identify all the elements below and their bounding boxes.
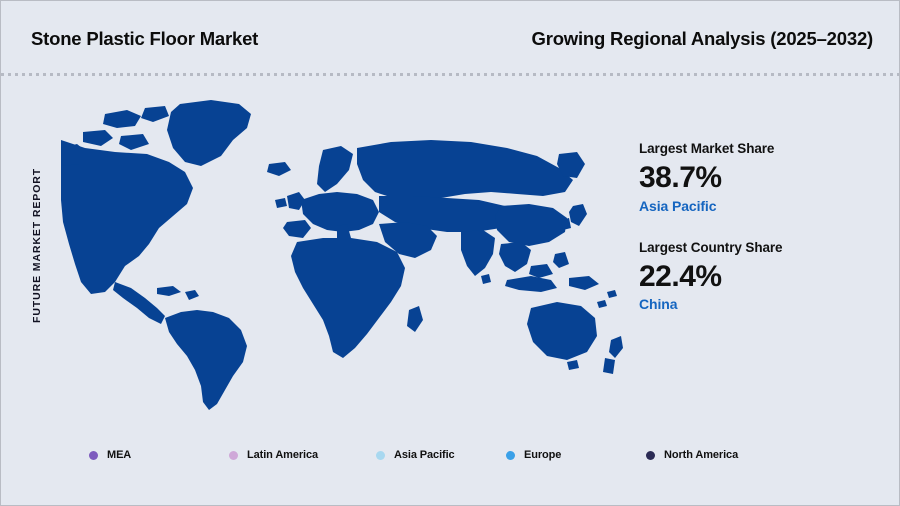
region-india <box>461 230 495 276</box>
stat-largest-market-share: Largest Market Share 38.7% Asia Pacific <box>639 141 879 214</box>
stat-value: 38.7% <box>639 161 722 194</box>
region-alaska <box>61 144 87 166</box>
legend: MEA Latin America Asia Pacific Europe No… <box>89 449 789 469</box>
legend-label: Asia Pacific <box>394 449 455 461</box>
region-europe <box>301 192 379 232</box>
region-sri-lanka <box>481 274 491 284</box>
region-madagascar <box>407 306 423 332</box>
region-philippines <box>553 252 569 268</box>
header-subtitle: Growing Regional Analysis (2025–2032) <box>531 28 874 49</box>
stat-label: Largest Market Share <box>639 141 775 156</box>
legend-item-latin-america: Latin America <box>229 449 318 461</box>
region-africa <box>291 238 405 358</box>
region-pacific-islands <box>607 290 617 298</box>
region-caribbean <box>157 286 181 296</box>
region-pacific-islands-2 <box>597 300 607 308</box>
region-arctic-islands <box>103 110 141 128</box>
region-southeast-asia <box>499 242 531 272</box>
legend-item-asia-pacific: Asia Pacific <box>376 449 455 461</box>
region-south-america <box>165 310 247 410</box>
region-new-zealand-2 <box>603 358 615 374</box>
legend-label: Europe <box>524 449 562 461</box>
stat-label: Largest Country Share <box>639 239 783 255</box>
region-east-asia <box>495 204 567 246</box>
legend-marker-icon <box>646 450 655 460</box>
header-divider <box>1 73 899 76</box>
world-map <box>61 96 631 411</box>
region-russia <box>357 140 573 200</box>
legend-marker-icon <box>376 450 385 460</box>
region-iberia <box>283 220 311 238</box>
page-title: Stone Plastic Floor Market <box>31 28 259 49</box>
legend-item-north-america: North America <box>646 449 738 461</box>
header: Stone Plastic Floor Market Growing Regio… <box>1 1 899 71</box>
region-korea <box>561 218 571 230</box>
legend-item-mea: MEA <box>89 449 131 461</box>
region-scandinavia <box>317 146 353 192</box>
region-ireland <box>275 198 287 208</box>
region-far-east <box>557 152 585 178</box>
stat-region: Asia Pacific <box>639 197 717 214</box>
region-central-america <box>113 282 165 324</box>
legend-label: MEA <box>107 449 132 461</box>
stat-largest-country-share: Largest Country Share 22.4% China <box>639 240 879 313</box>
legend-marker-icon <box>506 450 515 460</box>
legend-label: Latin America <box>247 449 319 461</box>
region-middle-east <box>379 222 437 258</box>
region-arctic-islands-3 <box>83 130 113 146</box>
region-australia <box>527 302 597 360</box>
region-greenland <box>167 100 251 166</box>
region-iceland <box>267 162 291 176</box>
stats-panel: Largest Market Share 38.7% Asia Pacific … <box>639 141 879 338</box>
region-borneo <box>529 264 553 278</box>
region-arctic-islands-2 <box>141 106 169 122</box>
region-tasmania <box>567 360 579 370</box>
legend-marker-icon <box>89 450 98 460</box>
region-arctic-islands-4 <box>119 134 149 150</box>
region-papua-new-guinea <box>569 276 599 290</box>
world-map-svg <box>61 100 623 410</box>
region-new-zealand <box>609 336 623 358</box>
region-central-asia <box>379 196 513 232</box>
legend-item-europe: Europe <box>506 449 561 461</box>
region-north-america <box>61 140 193 294</box>
region-japan <box>569 204 587 226</box>
stat-region: China <box>639 296 678 312</box>
map-land-group <box>61 100 623 410</box>
stat-value: 22.4% <box>639 259 722 293</box>
region-caribbean-2 <box>185 290 199 300</box>
legend-marker-icon <box>229 450 238 460</box>
region-indonesia <box>505 276 557 292</box>
region-british-isles <box>287 192 305 210</box>
watermark-label: FUTURE MARKET REPORT <box>31 167 43 323</box>
legend-label: North America <box>664 449 739 461</box>
